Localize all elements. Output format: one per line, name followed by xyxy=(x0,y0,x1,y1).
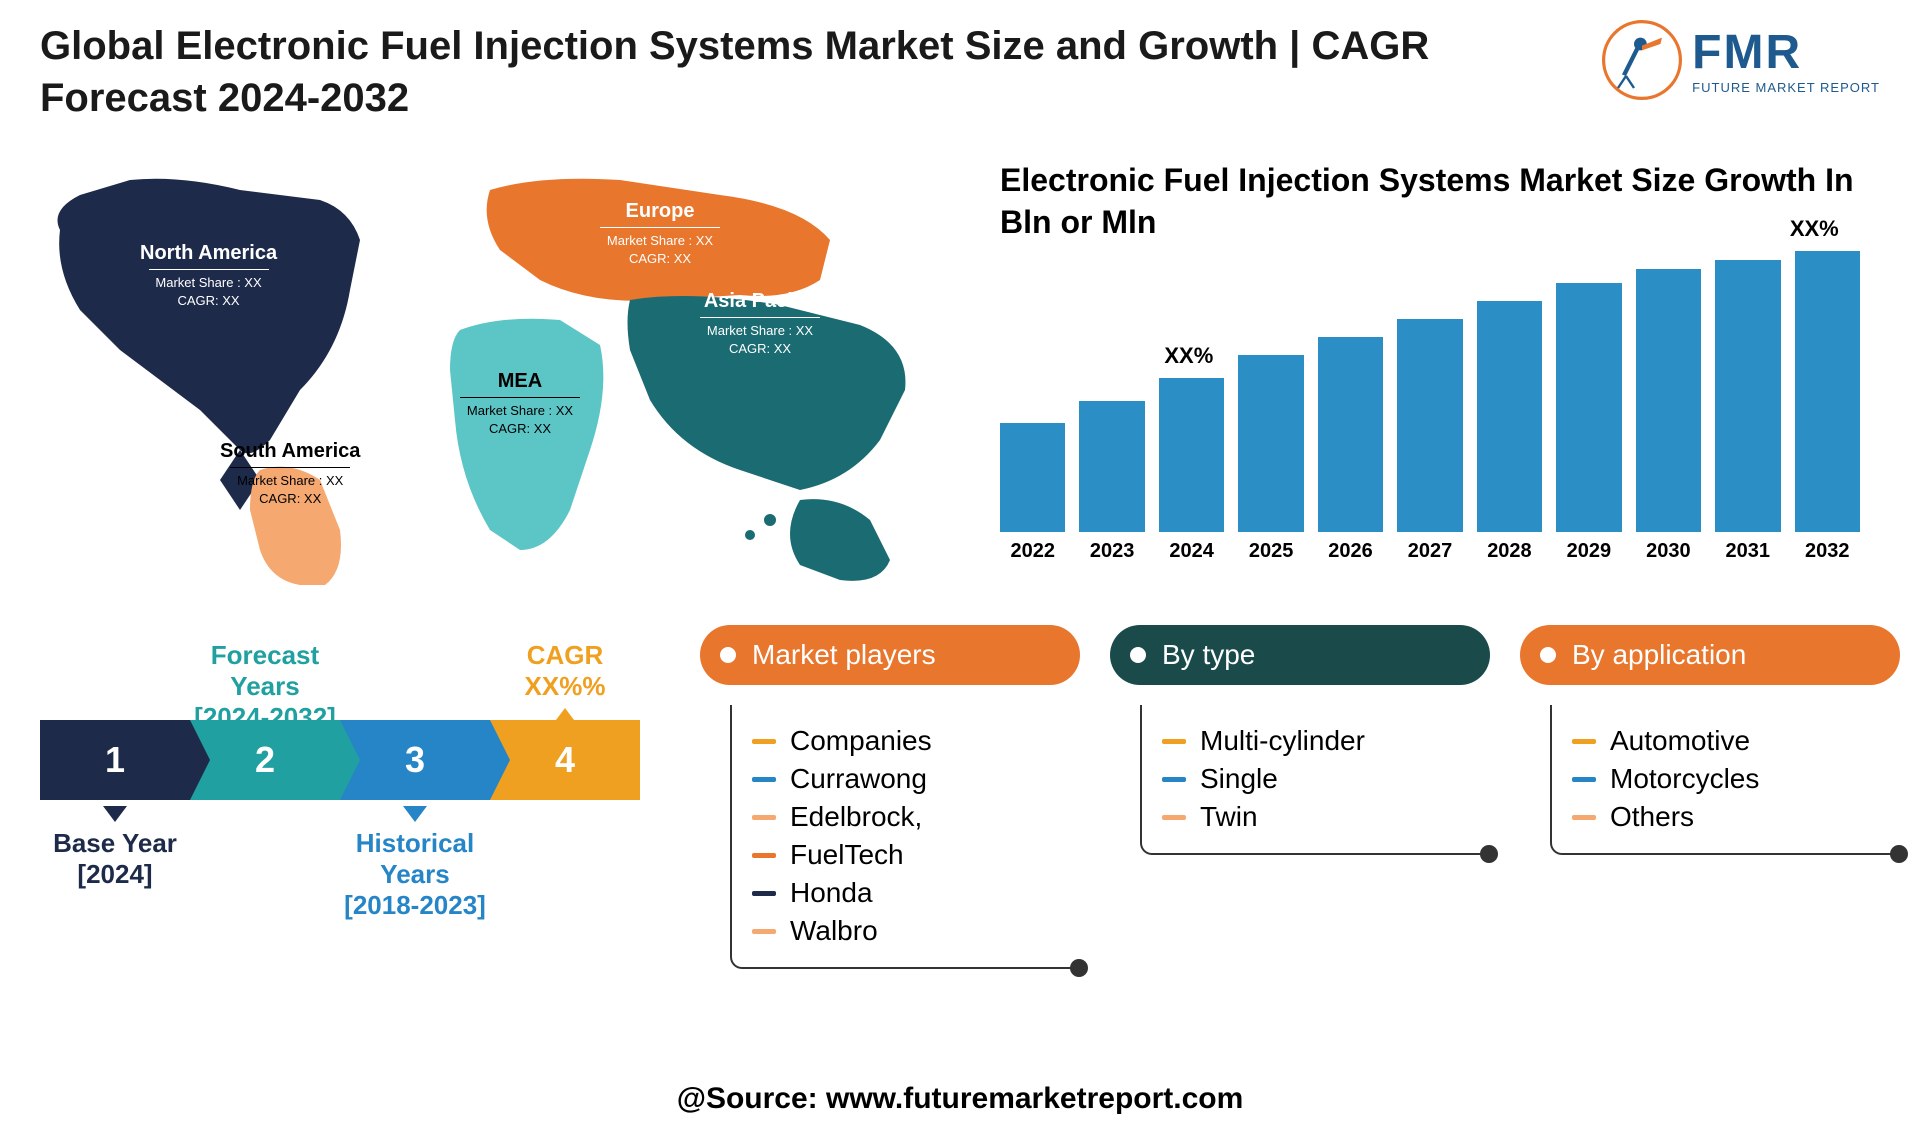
region-asia_pacific: Asia PacificMarket Share : XXCAGR: XX xyxy=(700,290,820,358)
list-item: Twin xyxy=(1162,801,1490,833)
telescope-icon xyxy=(1602,20,1682,100)
timeline-bar: 1234 xyxy=(40,720,640,800)
dash-icon xyxy=(752,777,776,782)
market-players-pill: Market players xyxy=(700,625,1080,685)
by-application-list: Automotive Motorcycles Others xyxy=(1550,705,1900,855)
timeline-segment-3: 3 xyxy=(340,720,490,800)
bar-2029: 2029 xyxy=(1556,283,1621,563)
dot-icon xyxy=(1130,647,1146,663)
region-mea: MEAMarket Share : XXCAGR: XX xyxy=(460,370,580,438)
timeline-segment-1: 1 xyxy=(40,720,190,800)
historical-label: Historical Years [2018-2023] xyxy=(340,828,490,921)
chart-title: Electronic Fuel Injection Systems Market… xyxy=(1000,160,1860,243)
bar-2030: 2030 xyxy=(1636,269,1701,563)
region-europe: EuropeMarket Share : XXCAGR: XX xyxy=(600,200,720,268)
region-north_america: North AmericaMarket Share : XXCAGR: XX xyxy=(140,242,277,310)
dash-icon xyxy=(752,929,776,934)
timeline-segment-2: 2 xyxy=(190,720,340,800)
market-players-list: Companies Currawong Edelbrock, FuelTech Hond… xyxy=(730,705,1080,969)
timeline: Forecast Years [2024-2032] CAGR XX%% 123… xyxy=(40,640,640,900)
pill-label: By type xyxy=(1162,639,1255,671)
logo-brand: FMR xyxy=(1692,25,1880,80)
list-item: Multi-cylinder xyxy=(1162,725,1490,757)
bar-2025: 2025 xyxy=(1238,355,1303,563)
timeline-segment-4: 4 xyxy=(490,720,640,800)
dash-icon xyxy=(1572,777,1596,782)
dash-icon xyxy=(752,891,776,896)
world-map: North AmericaMarket Share : XXCAGR: XX So… xyxy=(40,170,940,590)
bar-annotation: XX% xyxy=(1164,343,1213,369)
bar-2028: 2028 xyxy=(1477,301,1542,563)
dash-icon xyxy=(752,739,776,744)
list-item: Honda xyxy=(752,877,1080,909)
dot-icon xyxy=(1540,647,1556,663)
list-item: Motorcycles xyxy=(1572,763,1900,795)
logo-tagline: FUTURE MARKET REPORT xyxy=(1692,80,1880,95)
by-application-column: By application Automotive Motorcycles Othe… xyxy=(1520,625,1900,855)
arrow-down-icon xyxy=(103,806,127,822)
by-type-pill: By type xyxy=(1110,625,1490,685)
bar-2023: 2023 xyxy=(1079,401,1144,563)
bar-2032: 2032 xyxy=(1795,251,1860,563)
dash-icon xyxy=(752,815,776,820)
arrow-down-icon xyxy=(403,806,427,822)
by-type-column: By type Multi-cylinder Single Twin xyxy=(1110,625,1490,855)
list-item: Walbro xyxy=(752,915,1080,947)
growth-chart: Electronic Fuel Injection Systems Market… xyxy=(1000,160,1860,590)
list-item: Automotive xyxy=(1572,725,1900,757)
cagr-label: CAGR XX%% xyxy=(490,640,640,702)
bar-annotation: XX% xyxy=(1790,216,1839,242)
bar-container: 2022202320242025202620272028202920302031… xyxy=(1000,253,1860,563)
dash-icon xyxy=(1572,739,1596,744)
bar-2022: 2022 xyxy=(1000,423,1065,563)
region-south_america: South AmericaMarket Share : XXCAGR: XX xyxy=(220,440,360,508)
dot-icon xyxy=(720,647,736,663)
bar-2027: 2027 xyxy=(1397,319,1462,563)
dash-icon xyxy=(1162,739,1186,744)
by-application-pill: By application xyxy=(1520,625,1900,685)
list-item: Others xyxy=(1572,801,1900,833)
dash-icon xyxy=(752,853,776,858)
dash-icon xyxy=(1162,777,1186,782)
by-type-list: Multi-cylinder Single Twin xyxy=(1140,705,1490,855)
pill-label: Market players xyxy=(752,639,936,671)
logo: FMR FUTURE MARKET REPORT xyxy=(1602,20,1880,100)
list-item: FuelTech xyxy=(752,839,1080,871)
list-item: Single xyxy=(1162,763,1490,795)
market-players-column: Market players Companies Currawong Edelbro… xyxy=(700,625,1080,969)
bar-2031: 2031 xyxy=(1715,260,1780,563)
bar-2026: 2026 xyxy=(1318,337,1383,563)
list-item: Currawong xyxy=(752,763,1080,795)
list-item: Companies xyxy=(752,725,1080,757)
page-title: Global Electronic Fuel Injection Systems… xyxy=(40,20,1440,124)
bar-2024: 2024 xyxy=(1159,378,1224,563)
pill-label: By application xyxy=(1572,639,1746,671)
base-year-label: Base Year [2024] xyxy=(40,828,190,890)
dash-icon xyxy=(1572,815,1596,820)
header: Global Electronic Fuel Injection Systems… xyxy=(40,20,1880,124)
dash-icon xyxy=(1162,815,1186,820)
list-item: Edelbrock, xyxy=(752,801,1080,833)
source-attribution: @Source: www.futuremarketreport.com xyxy=(0,1082,1920,1116)
